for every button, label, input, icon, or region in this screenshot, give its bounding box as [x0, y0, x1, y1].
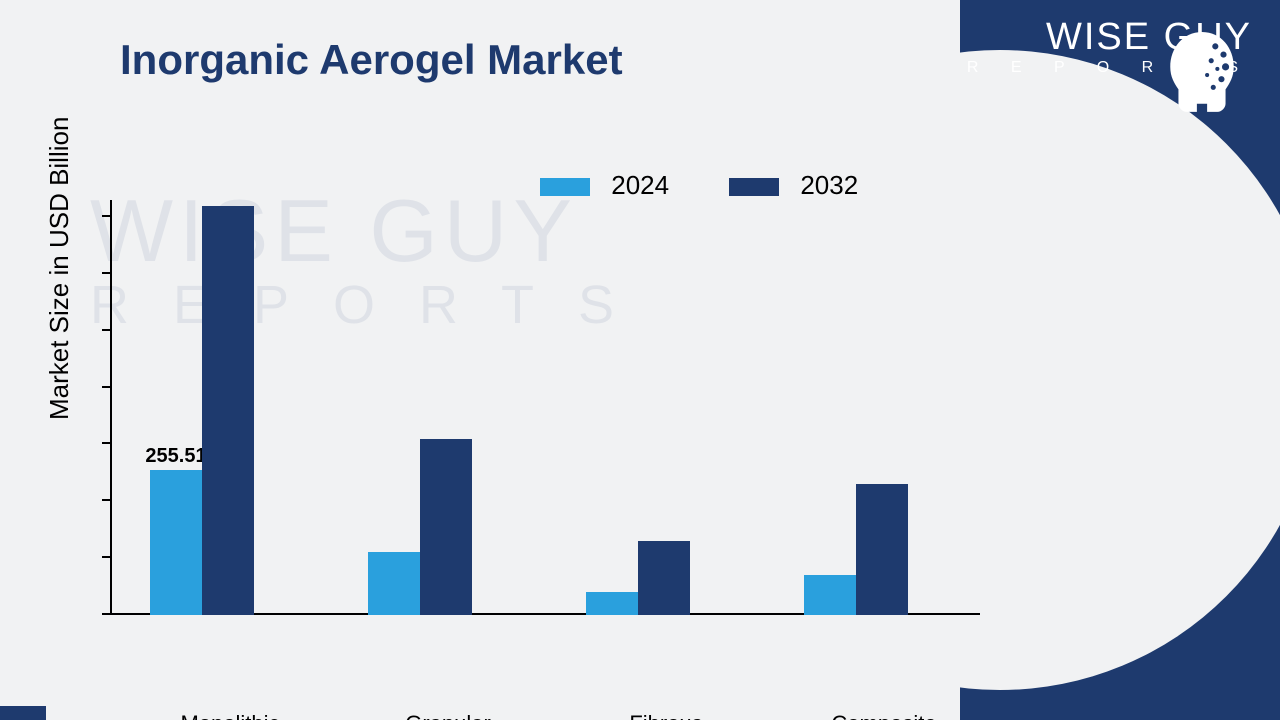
y-tick: [102, 215, 110, 217]
chart-title: Inorganic Aerogel Market: [120, 36, 623, 84]
brand-head-icon: [1166, 30, 1238, 116]
y-tick: [102, 386, 110, 388]
legend-label-2032: 2032: [800, 170, 858, 200]
bar-2024: [804, 575, 856, 615]
legend-label-2024: 2024: [611, 170, 669, 200]
bar-2032: [420, 439, 472, 615]
y-axis: [110, 200, 112, 615]
bar-2024: [586, 592, 638, 615]
y-tick: [102, 499, 110, 501]
legend-swatch-2032: [729, 178, 779, 196]
y-tick: [102, 556, 110, 558]
plot-area: 255.51MonolithicInorganicAerogelsGranula…: [110, 200, 980, 615]
legend-swatch-2024: [540, 178, 590, 196]
category-label: CompositeInorganicAerogels: [784, 711, 984, 720]
y-axis-label: Market Size in USD Billion: [44, 117, 75, 420]
bar-2032: [202, 206, 254, 615]
brand-logo: WISE GUY R E P O R T S: [967, 18, 1252, 76]
legend-item-2024: 2024: [540, 170, 669, 201]
bar-value-label: 255.51: [145, 445, 206, 468]
y-tick: [102, 613, 110, 615]
footer-accent: [0, 706, 46, 720]
bar-2024: 255.51: [150, 470, 202, 615]
y-tick: [102, 329, 110, 331]
y-tick: [102, 272, 110, 274]
category-label: MonolithicInorganicAerogels: [130, 711, 330, 720]
bar-2032: [856, 484, 908, 615]
bar-2024: [368, 552, 420, 615]
bar-2032: [638, 541, 690, 615]
legend-item-2032: 2032: [729, 170, 858, 201]
category-label: GranularInorganicAerogels: [348, 711, 548, 720]
y-tick: [102, 442, 110, 444]
category-label: FibrousInorganicAerogels: [566, 711, 766, 720]
page: WISE GUY REPORTS WISE GUY R E P O R T S …: [0, 0, 1280, 720]
legend: 2024 2032: [540, 170, 858, 201]
